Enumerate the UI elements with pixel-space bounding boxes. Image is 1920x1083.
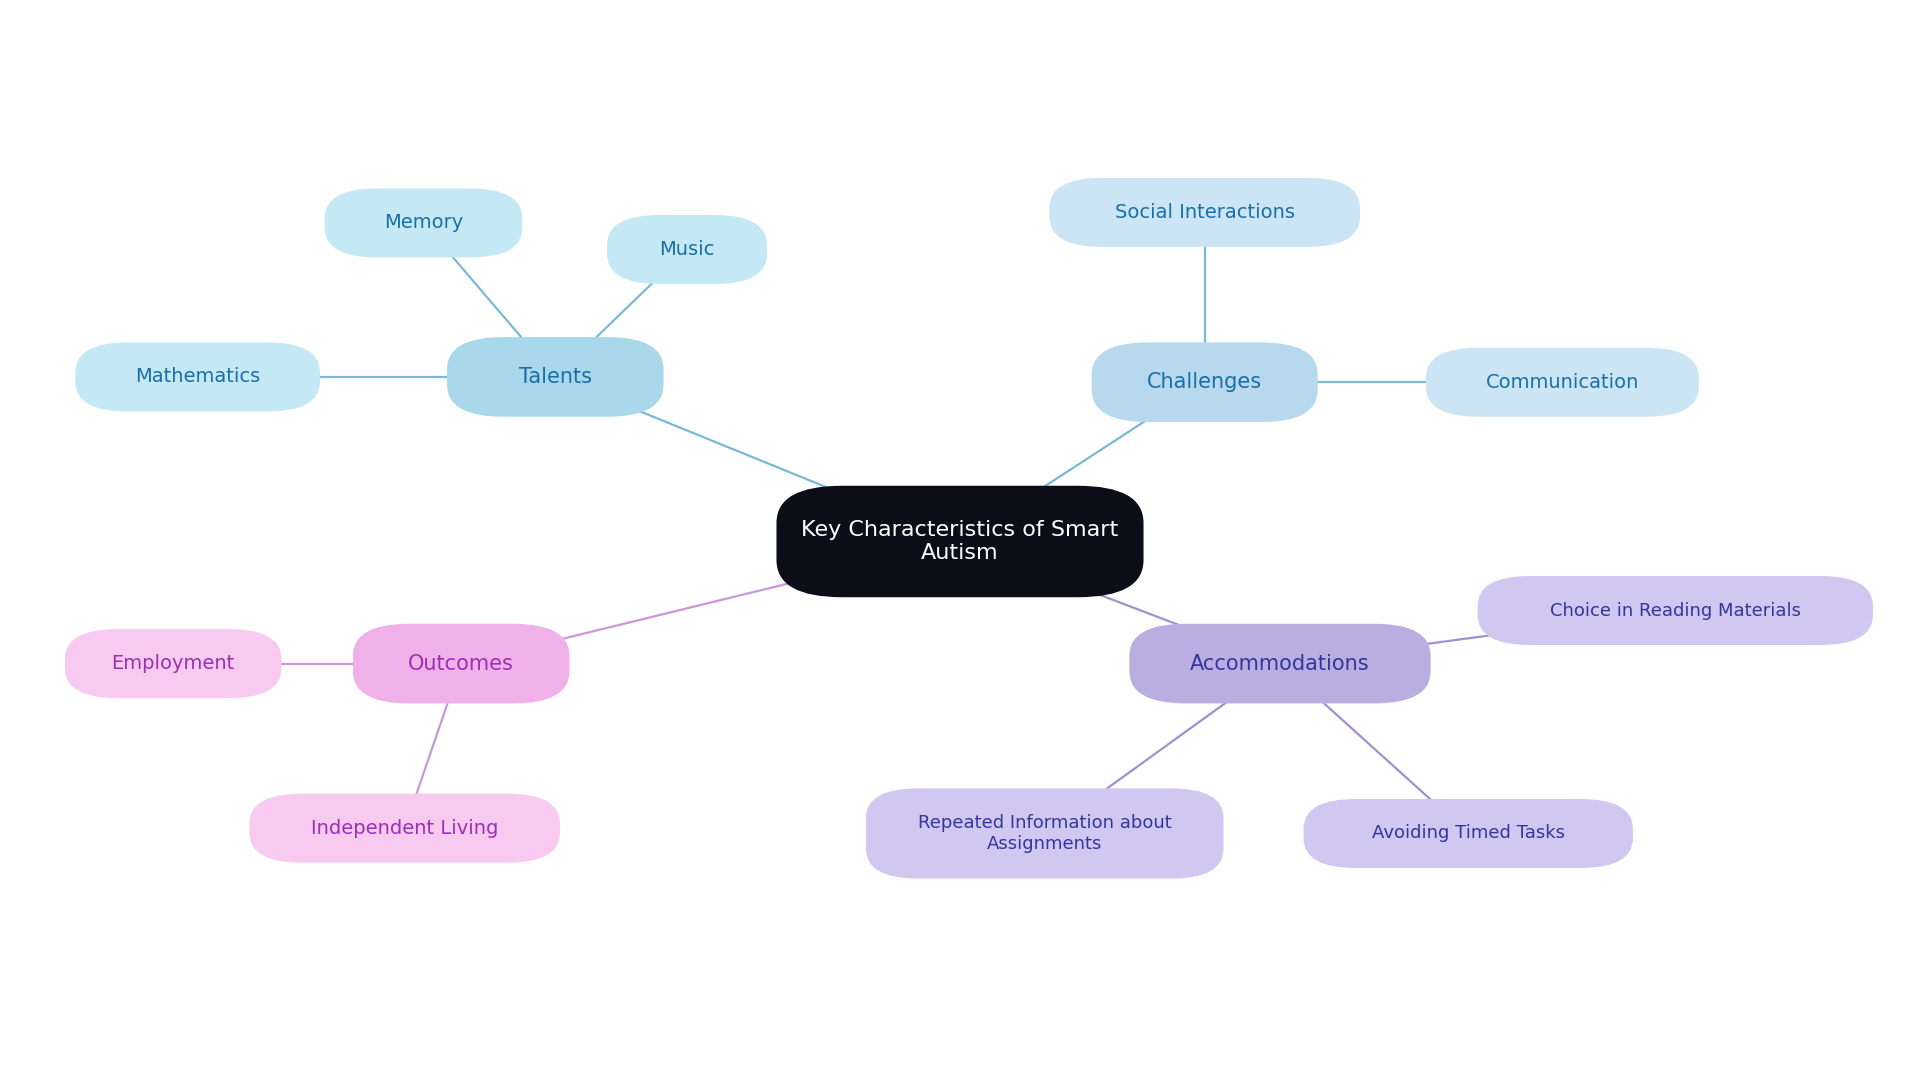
FancyBboxPatch shape [1092, 342, 1317, 422]
FancyBboxPatch shape [866, 788, 1223, 878]
FancyBboxPatch shape [1427, 348, 1699, 417]
FancyBboxPatch shape [75, 342, 321, 412]
Text: Mathematics: Mathematics [134, 367, 261, 387]
FancyBboxPatch shape [1129, 624, 1430, 704]
FancyBboxPatch shape [65, 629, 282, 699]
FancyBboxPatch shape [250, 794, 561, 863]
Text: Independent Living: Independent Living [311, 819, 499, 837]
Text: Repeated Information about
Assignments: Repeated Information about Assignments [918, 814, 1171, 853]
Text: Employment: Employment [111, 654, 234, 674]
Text: Music: Music [659, 240, 714, 259]
Text: Choice in Reading Materials: Choice in Reading Materials [1549, 601, 1801, 619]
FancyBboxPatch shape [447, 337, 664, 417]
Text: Outcomes: Outcomes [409, 654, 515, 674]
FancyBboxPatch shape [1304, 799, 1632, 867]
FancyBboxPatch shape [353, 624, 570, 704]
FancyBboxPatch shape [776, 486, 1144, 597]
Text: Accommodations: Accommodations [1190, 654, 1369, 674]
Text: Social Interactions: Social Interactions [1116, 203, 1294, 222]
FancyBboxPatch shape [1478, 576, 1872, 645]
Text: Talents: Talents [518, 367, 591, 387]
Text: Memory: Memory [384, 213, 463, 233]
FancyBboxPatch shape [1050, 178, 1359, 247]
Text: Communication: Communication [1486, 373, 1640, 392]
Text: Avoiding Timed Tasks: Avoiding Timed Tasks [1371, 824, 1565, 843]
FancyBboxPatch shape [607, 216, 768, 284]
Text: Key Characteristics of Smart
Autism: Key Characteristics of Smart Autism [801, 520, 1119, 563]
FancyBboxPatch shape [324, 188, 522, 258]
Text: Challenges: Challenges [1146, 373, 1261, 392]
